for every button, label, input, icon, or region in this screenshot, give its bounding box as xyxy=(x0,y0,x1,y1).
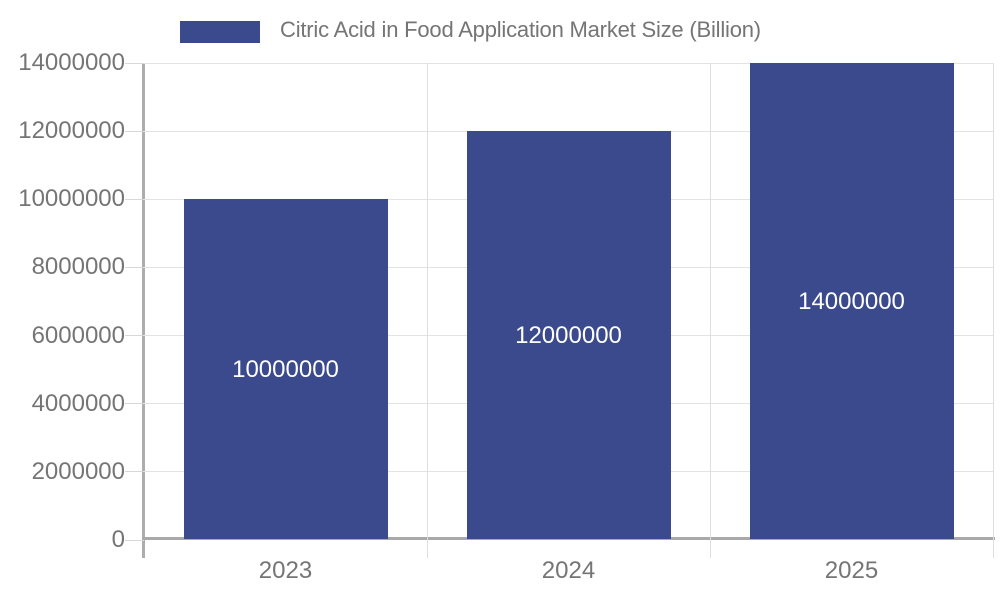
x-category-label: 2024 xyxy=(541,557,596,584)
legend-swatch xyxy=(180,21,260,43)
y-tick xyxy=(125,266,144,268)
bar-value-label: 14000000 xyxy=(798,287,905,315)
bar xyxy=(466,131,671,539)
y-tick xyxy=(125,539,144,541)
y-tick xyxy=(125,403,144,405)
y-tick-label: 4000000 xyxy=(31,389,125,417)
v-gridline xyxy=(709,63,711,558)
y-tick-label: 0 xyxy=(111,526,125,553)
x-category-label: 2023 xyxy=(258,557,313,584)
h-gridline xyxy=(144,62,993,64)
bar-value-label: 10000000 xyxy=(232,355,339,383)
legend-label: Citric Acid in Food Application Market S… xyxy=(280,17,761,42)
y-tick xyxy=(125,471,144,473)
y-tick xyxy=(125,130,144,132)
y-tick-label: 6000000 xyxy=(31,321,125,349)
plot-right-border xyxy=(993,63,994,558)
y-tick-label: 12000000 xyxy=(18,117,125,145)
bar xyxy=(749,63,954,539)
chart-legend: Citric Acid in Food Application Market S… xyxy=(180,17,761,43)
bar xyxy=(183,199,388,539)
y-tick-label: 8000000 xyxy=(31,253,125,281)
y-tick xyxy=(125,335,144,337)
bar-value-label: 12000000 xyxy=(515,321,622,349)
y-tick xyxy=(125,62,144,64)
y-tick-label: 14000000 xyxy=(18,49,125,76)
y-axis-line xyxy=(142,63,145,558)
y-tick-label: 10000000 xyxy=(18,185,125,213)
x-category-label: 2025 xyxy=(824,557,879,584)
y-tick xyxy=(125,198,144,200)
y-tick-label: 2000000 xyxy=(31,457,125,485)
v-gridline xyxy=(426,63,428,558)
